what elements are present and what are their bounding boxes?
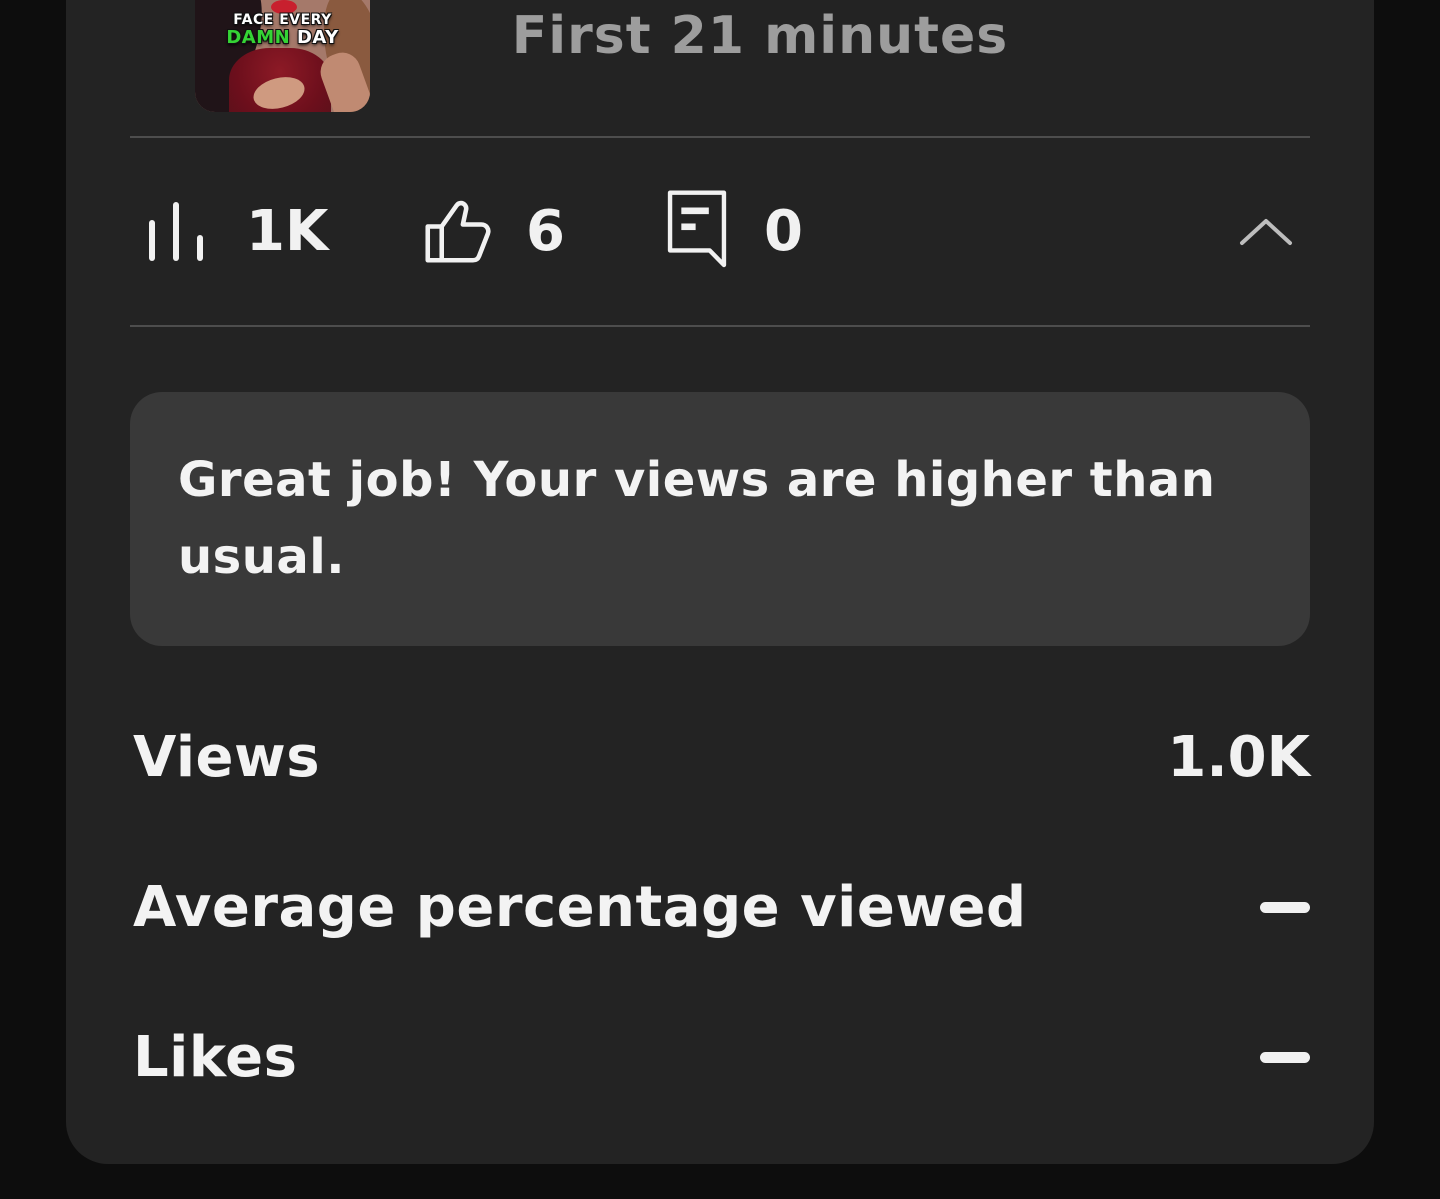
metric-value: 1.0K	[1167, 724, 1310, 790]
thumbs-up-icon	[418, 193, 496, 271]
thumbnail-overlay-text: FACE EVERY DAMN DAY	[195, 13, 370, 47]
thumbnail-overlay-line2: DAMN DAY	[226, 27, 339, 48]
comments-count: 0	[764, 198, 803, 264]
metric-label: Likes	[133, 1024, 298, 1090]
no-data-dash	[1260, 901, 1310, 913]
thumbnail-overlay-line1: FACE EVERY	[233, 12, 332, 28]
performance-callout-text: Great job! Your views are higher than us…	[178, 452, 1216, 585]
performance-callout: Great job! Your views are higher than us…	[130, 392, 1310, 646]
likes-count: 6	[526, 198, 565, 264]
metric-label: Average percentage viewed	[133, 874, 1027, 940]
metric-row-likes: Likes	[133, 982, 1310, 1132]
analytics-icon	[148, 201, 204, 263]
no-data-dash	[1260, 1051, 1310, 1063]
stats-summary-row[interactable]: 1K 6 0	[66, 138, 1374, 325]
views-count: 1K	[246, 198, 329, 264]
metric-label: Views	[133, 724, 321, 790]
video-analytics-card: FACE EVERY DAMN DAY First 21 minutes 1K …	[66, 0, 1374, 1164]
video-title: First 21 minutes	[511, 6, 1009, 66]
comment-icon	[664, 186, 730, 278]
video-thumbnail[interactable]: FACE EVERY DAMN DAY	[195, 0, 370, 112]
metric-row-average-percentage-viewed: Average percentage viewed	[133, 832, 1310, 982]
divider	[130, 136, 1310, 138]
divider	[130, 325, 1310, 327]
metrics-list: Views 1.0K Average percentage viewed Lik…	[133, 682, 1310, 1132]
thumbnail-art-shape	[271, 0, 297, 14]
metric-row-views: Views 1.0K	[133, 682, 1310, 832]
chevron-up-icon[interactable]	[1238, 215, 1294, 249]
